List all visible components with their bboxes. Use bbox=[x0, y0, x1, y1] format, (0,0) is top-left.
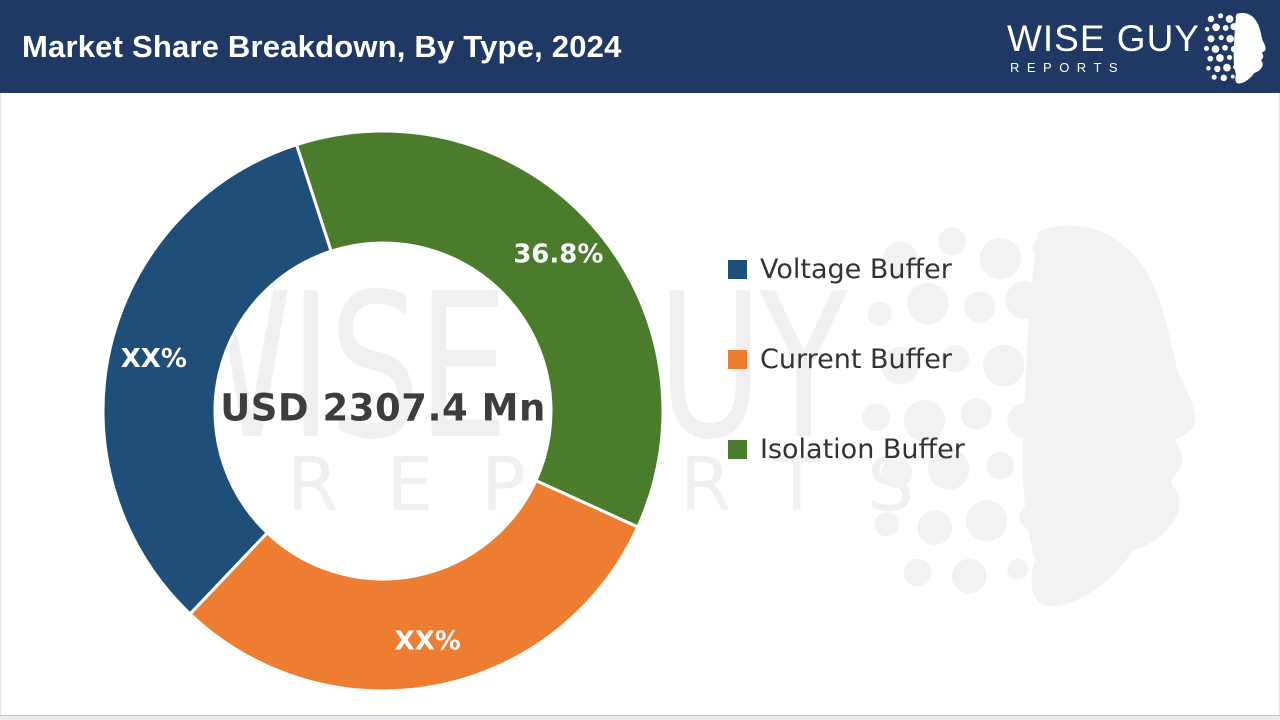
donut-slice-voltage-buffer bbox=[101, 142, 333, 617]
legend-label: Isolation Buffer bbox=[760, 433, 965, 465]
header-bar: Market Share Breakdown, By Type, 2024 WI… bbox=[0, 0, 1280, 93]
slice-label: XX% bbox=[395, 627, 461, 657]
brand-subtitle: REPORTS bbox=[1009, 59, 1126, 75]
legend-label: Current Buffer bbox=[760, 343, 952, 375]
chart-legend: Voltage Buffer Current Buffer Isolation Bu… bbox=[728, 254, 965, 524]
donut-slice-isolation-buffer bbox=[294, 129, 665, 530]
donut-slice-current-buffer bbox=[187, 478, 640, 693]
legend-swatch bbox=[728, 259, 747, 279]
brand-face-icon bbox=[1203, 12, 1266, 84]
brand-name: WISE GUY bbox=[1006, 17, 1200, 59]
brand-logo-text: WISE GUY REPORTS bbox=[1007, 20, 1200, 74]
legend-item: Current Buffer bbox=[728, 344, 965, 374]
brand-logo: WISE GUY REPORTS bbox=[1007, 8, 1266, 85]
chart-center-value: USD 2307.4 Mn bbox=[220, 386, 546, 430]
legend-label: Voltage Buffer bbox=[760, 253, 952, 285]
legend-item: Voltage Buffer bbox=[728, 254, 965, 284]
legend-item: Isolation Buffer bbox=[728, 434, 965, 464]
page-title: Market Share Breakdown, By Type, 2024 bbox=[22, 28, 622, 64]
legend-swatch bbox=[728, 349, 747, 369]
legend-swatch bbox=[728, 439, 747, 459]
slice-label: XX% bbox=[121, 344, 187, 374]
slice-label: 36.8% bbox=[513, 239, 603, 269]
footer-strip bbox=[0, 715, 1280, 720]
